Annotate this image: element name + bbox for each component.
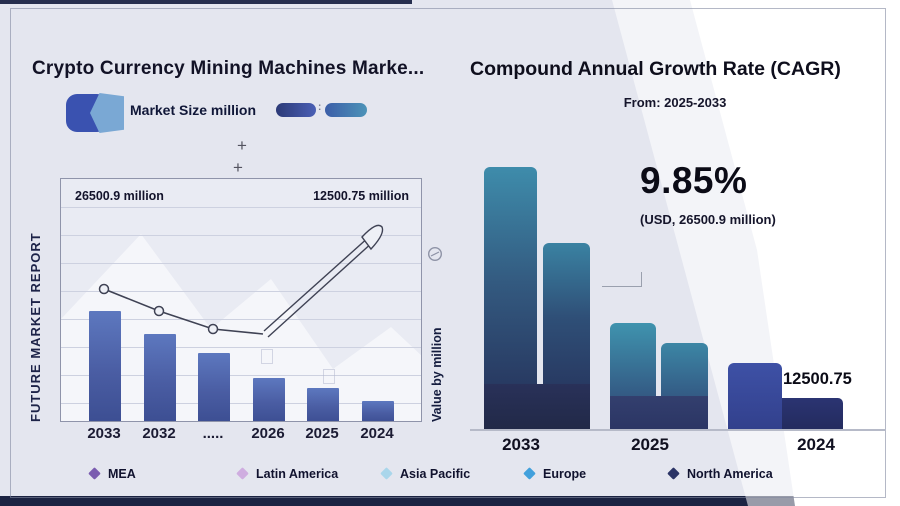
- x-label-2025: 2025: [305, 425, 339, 442]
- region-legend: MEA Latin America Asia Pacific Europe No…: [0, 466, 900, 486]
- legend-label-asia-pacific: Asia Pacific: [400, 467, 471, 481]
- plus-mark-decoration: +: [233, 158, 243, 177]
- gridline: [61, 291, 421, 292]
- x-label-2024: 2024: [360, 425, 394, 442]
- bottom-navy-strip: [0, 496, 900, 506]
- x-label-2033: 2033: [87, 425, 121, 442]
- annotation-2033-value: 26500.9 million: [75, 189, 164, 203]
- market-size-legend-label: Market Size million: [130, 102, 257, 118]
- value-label-12500: 12500.75: [783, 370, 852, 388]
- gridline: [61, 347, 421, 348]
- x-label-2033: 2033: [502, 435, 540, 454]
- legend-marker-mea: [88, 467, 101, 480]
- gridline: [61, 403, 421, 404]
- cagr-bar-2024-b: [782, 398, 843, 430]
- gradient-pill-teal: [325, 103, 367, 117]
- left-chart-x-axis: 2033 2032 ..... 2026 2025 2024: [60, 425, 422, 443]
- top-navy-strip: [0, 0, 412, 4]
- gridline: [61, 207, 421, 208]
- x-label-2025: 2025: [631, 435, 669, 454]
- bar-2032: [144, 334, 176, 421]
- market-size-cylinder-icon: [66, 93, 124, 133]
- watermark-doc-icon: [261, 349, 273, 364]
- legend-marker-latin-america: [236, 467, 249, 480]
- y-axis-label: Value by million: [430, 327, 444, 422]
- cagr-note: (USD, 26500.9 million): [640, 212, 776, 227]
- pill-separator: :: [318, 102, 322, 113]
- legend-label-latin-america: Latin America: [256, 467, 339, 481]
- future-market-report-watermark: FUTURE MARKET REPORT: [28, 232, 43, 422]
- bar-2025: [307, 388, 339, 421]
- step-line-decoration: [602, 272, 642, 287]
- bar-2024: [362, 401, 394, 421]
- gridline: [61, 319, 421, 320]
- legend-label-mea: MEA: [108, 467, 136, 481]
- cagr-title: Compound Annual Growth Rate (CAGR): [470, 58, 841, 80]
- bar-dots: [198, 353, 230, 421]
- cagr-bar-2024-a: [728, 363, 782, 430]
- cagr-value: 9.85%: [640, 160, 748, 201]
- bar-2026: [253, 378, 285, 421]
- cagr-bar-2033-base: [484, 384, 590, 430]
- cagr-bar-2025-base: [610, 396, 708, 430]
- market-size-chart-plot: 26500.9 million 12500.75 million: [60, 178, 422, 422]
- legend-label-europe: Europe: [543, 467, 587, 481]
- legend-label-north-america: North America: [687, 467, 773, 481]
- gridline: [61, 263, 421, 264]
- right-chart-baseline: [470, 429, 886, 431]
- gradient-pill-dark: [276, 103, 316, 117]
- cagr-subtitle: From: 2025-2033: [623, 95, 727, 110]
- x-label-2024: 2024: [797, 435, 835, 454]
- trend-line-arrow-icon: [98, 224, 384, 338]
- x-label-2026: 2026: [251, 425, 285, 442]
- plus-mark-decoration: +: [237, 136, 247, 155]
- watermark-doc-icon: [323, 369, 335, 384]
- minus-circle-icon: [427, 246, 443, 262]
- x-label-dots: .....: [202, 425, 224, 442]
- left-panel-title: Crypto Currency Mining Machines Marke...: [32, 58, 425, 79]
- gridline: [61, 375, 421, 376]
- legend-marker-europe: [523, 467, 536, 480]
- annotation-2024-value: 12500.75 million: [313, 189, 409, 203]
- x-label-2032: 2032: [142, 425, 176, 442]
- gridline: [61, 235, 421, 236]
- legend-marker-asia-pacific: [380, 467, 393, 480]
- legend-marker-north-america: [667, 467, 680, 480]
- bar-2033: [89, 311, 121, 421]
